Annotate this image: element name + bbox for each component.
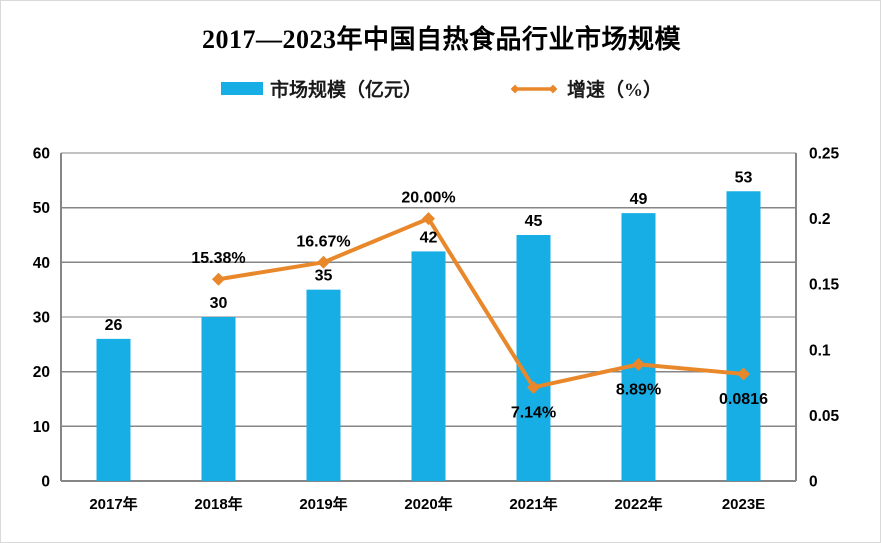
category-label: 2022年: [614, 495, 662, 513]
legend-bar-swatch-icon: [220, 82, 263, 95]
category-label: 2018年: [194, 495, 242, 513]
left-axis-tick-label: 0: [41, 474, 50, 491]
left-axis-tick-label: 60: [33, 146, 50, 163]
bar[interactable]: [306, 289, 341, 481]
right-axis-tick-label: 0.05: [809, 408, 840, 425]
bar[interactable]: [201, 317, 236, 481]
line-marker-diamond[interactable]: [317, 255, 330, 269]
category-label: 2021年: [509, 495, 557, 513]
left-axis-tick-label: 30: [33, 310, 50, 327]
category-label: 2019年: [299, 495, 347, 513]
category-label: 2023E: [722, 496, 765, 513]
line-marker-diamond[interactable]: [632, 357, 645, 371]
left-axis-tick-label: 10: [33, 419, 50, 436]
line-markers-group: [212, 212, 750, 394]
bar-value-label: 49: [630, 191, 648, 208]
line-value-label: 16.67%: [296, 233, 350, 250]
chart-title: 2017—2023年中国自热食品行业市场规模: [201, 25, 681, 54]
line-series-path[interactable]: [216, 216, 746, 390]
right-axis-tick-label: 0.15: [809, 277, 840, 294]
bars-group: [96, 191, 761, 481]
left-axis-tick-label: 20: [33, 364, 50, 381]
bar-value-label: 30: [210, 295, 228, 312]
right-axis-tick-label: 0.25: [809, 146, 840, 163]
line-value-labels-group: 15.38% 16.67% 20.00% 7.14% 8.89% 0.0816: [191, 190, 768, 422]
line-marker-diamond[interactable]: [212, 272, 225, 286]
line-value-label: 7.14%: [511, 404, 556, 421]
bar[interactable]: [516, 235, 551, 481]
line-value-label: 0.0816: [719, 391, 768, 408]
line-value-label: 8.89%: [616, 381, 661, 398]
right-axis-ticks-group: 0 0.05 0.1 0.15 0.2 0.25: [809, 146, 840, 491]
chart-legend: 市场规模（亿元） 增速（%）: [1, 75, 880, 102]
bar-value-label: 26: [105, 317, 123, 334]
right-axis-tick-label: 0: [809, 474, 818, 491]
bar[interactable]: [96, 338, 131, 481]
legend-label-line-series: 增速（%）: [567, 80, 663, 101]
line-marker-diamond[interactable]: [527, 380, 540, 394]
left-axis-tick-label: 50: [33, 200, 50, 217]
right-axis-tick-label: 0.2: [809, 211, 831, 228]
line-series-group: [216, 216, 746, 390]
category-label: 2020年: [404, 495, 452, 513]
legend-label-bar-series: 市场规模（亿元）: [269, 80, 422, 101]
line-value-label: 20.00%: [401, 190, 455, 207]
bar-value-label: 45: [525, 213, 543, 230]
right-axis-tick-label: 0.1: [809, 342, 831, 359]
bar[interactable]: [621, 213, 656, 481]
line-marker-diamond[interactable]: [422, 212, 435, 226]
bar-value-label: 42: [420, 229, 438, 246]
legend-item-bar-series[interactable]: 市场规模（亿元）: [220, 75, 422, 102]
bar-value-label: 53: [735, 169, 753, 186]
category-label: 2017年: [89, 495, 137, 513]
left-axis-ticks-group: 0 10 20 30 40 50 60: [33, 146, 50, 491]
category-labels-group: 2017年 2018年 2019年 2020年 2021年 2022年 2023E: [89, 495, 765, 513]
legend-line-swatch-icon: [508, 82, 560, 96]
bar-value-label: 35: [315, 268, 333, 285]
bar[interactable]: [726, 191, 761, 481]
line-marker-diamond[interactable]: [737, 367, 750, 381]
left-axis-tick-label: 40: [33, 255, 50, 272]
bar-value-labels-group: 26 30 35 42 45 49 53: [105, 169, 753, 334]
bar[interactable]: [411, 251, 446, 481]
line-value-label: 15.38%: [191, 250, 245, 267]
legend-item-line-series[interactable]: 增速（%）: [508, 75, 662, 102]
